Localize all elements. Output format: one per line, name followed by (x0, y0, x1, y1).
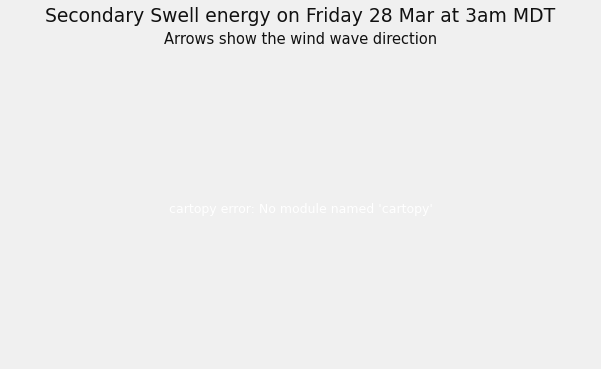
Text: cartopy error: No module named 'cartopy': cartopy error: No module named 'cartopy' (168, 203, 433, 217)
Text: Secondary Swell energy on Friday 28 Mar at 3am MDT: Secondary Swell energy on Friday 28 Mar … (45, 7, 556, 26)
Text: Arrows show the wind wave direction: Arrows show the wind wave direction (164, 32, 437, 47)
